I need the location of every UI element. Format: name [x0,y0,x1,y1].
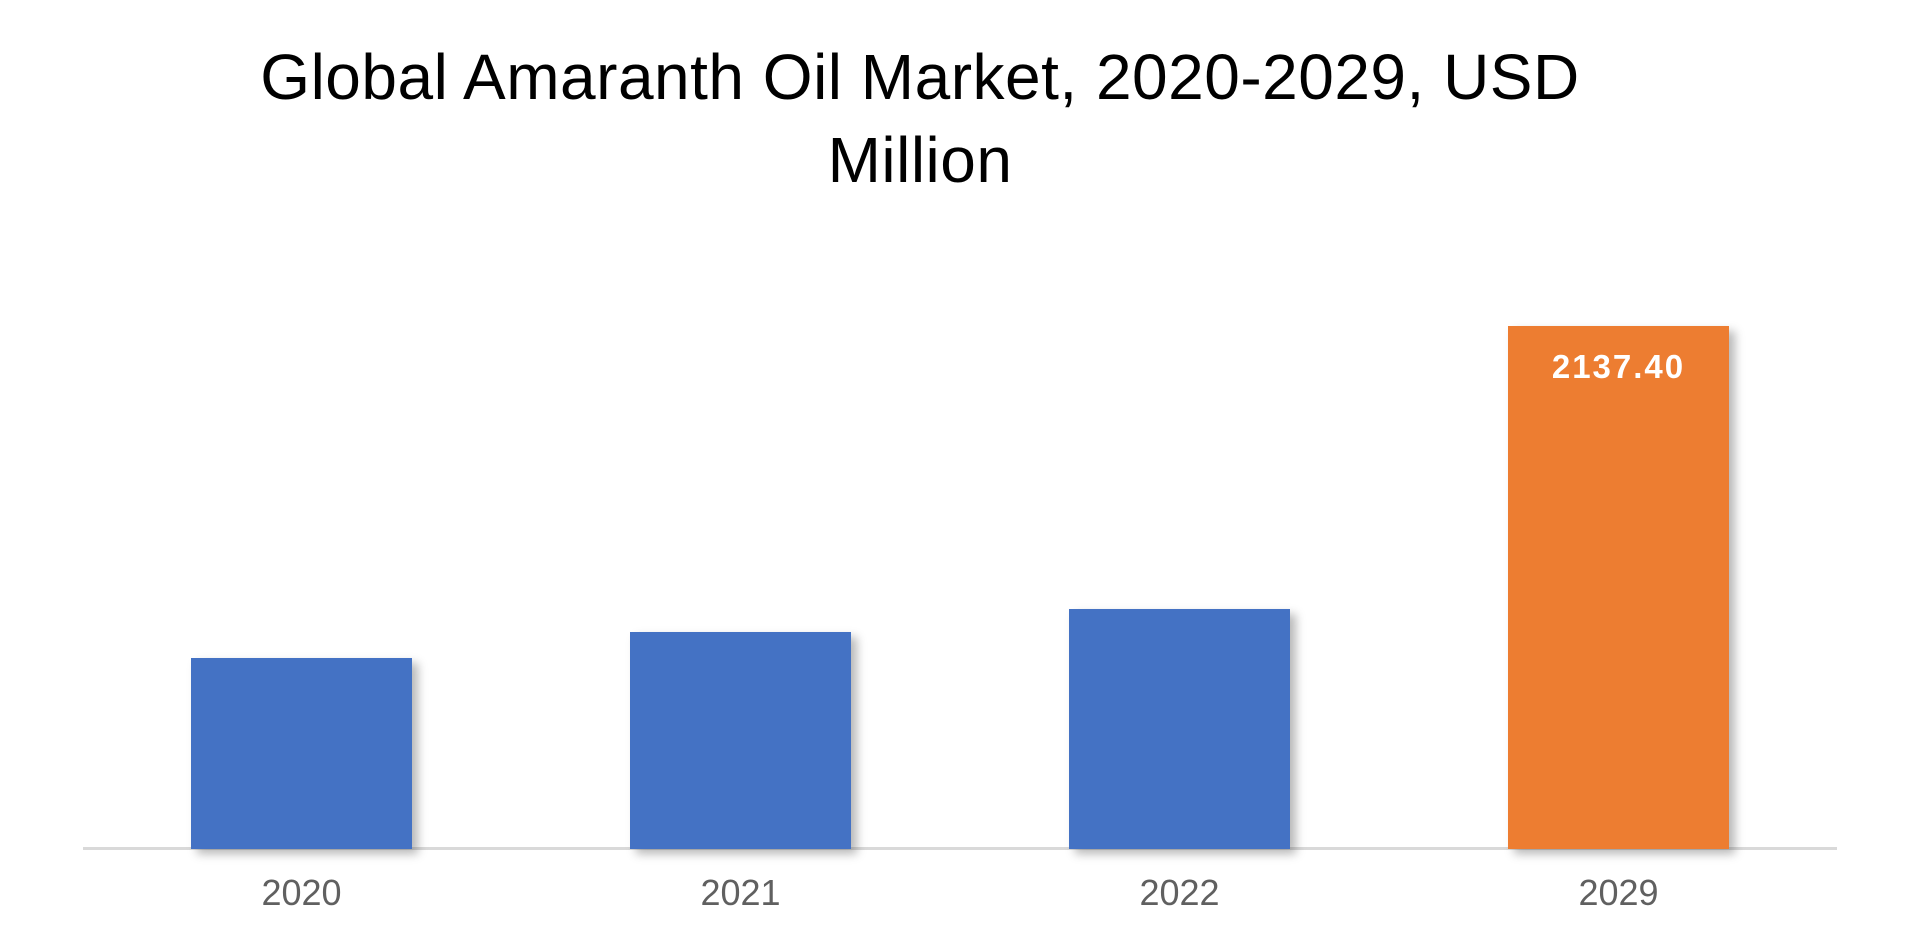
x-tick-2021: 2021 [700,872,781,913]
bar-2020 [191,658,412,849]
bar-2029: 2137.40 [1508,326,1729,849]
bar-2022 [1069,609,1290,849]
bar-2021 [630,632,851,849]
x-tick-2020: 2020 [261,872,342,913]
x-tick-2022: 2022 [1139,872,1220,913]
bar-value-label-2029: 2137.40 [1551,348,1686,385]
x-tick-2029: 2029 [1578,872,1659,913]
x-axis-line [83,847,1837,850]
chart-title: Global Amaranth Oil Market, 2020-2029, U… [260,41,1580,197]
